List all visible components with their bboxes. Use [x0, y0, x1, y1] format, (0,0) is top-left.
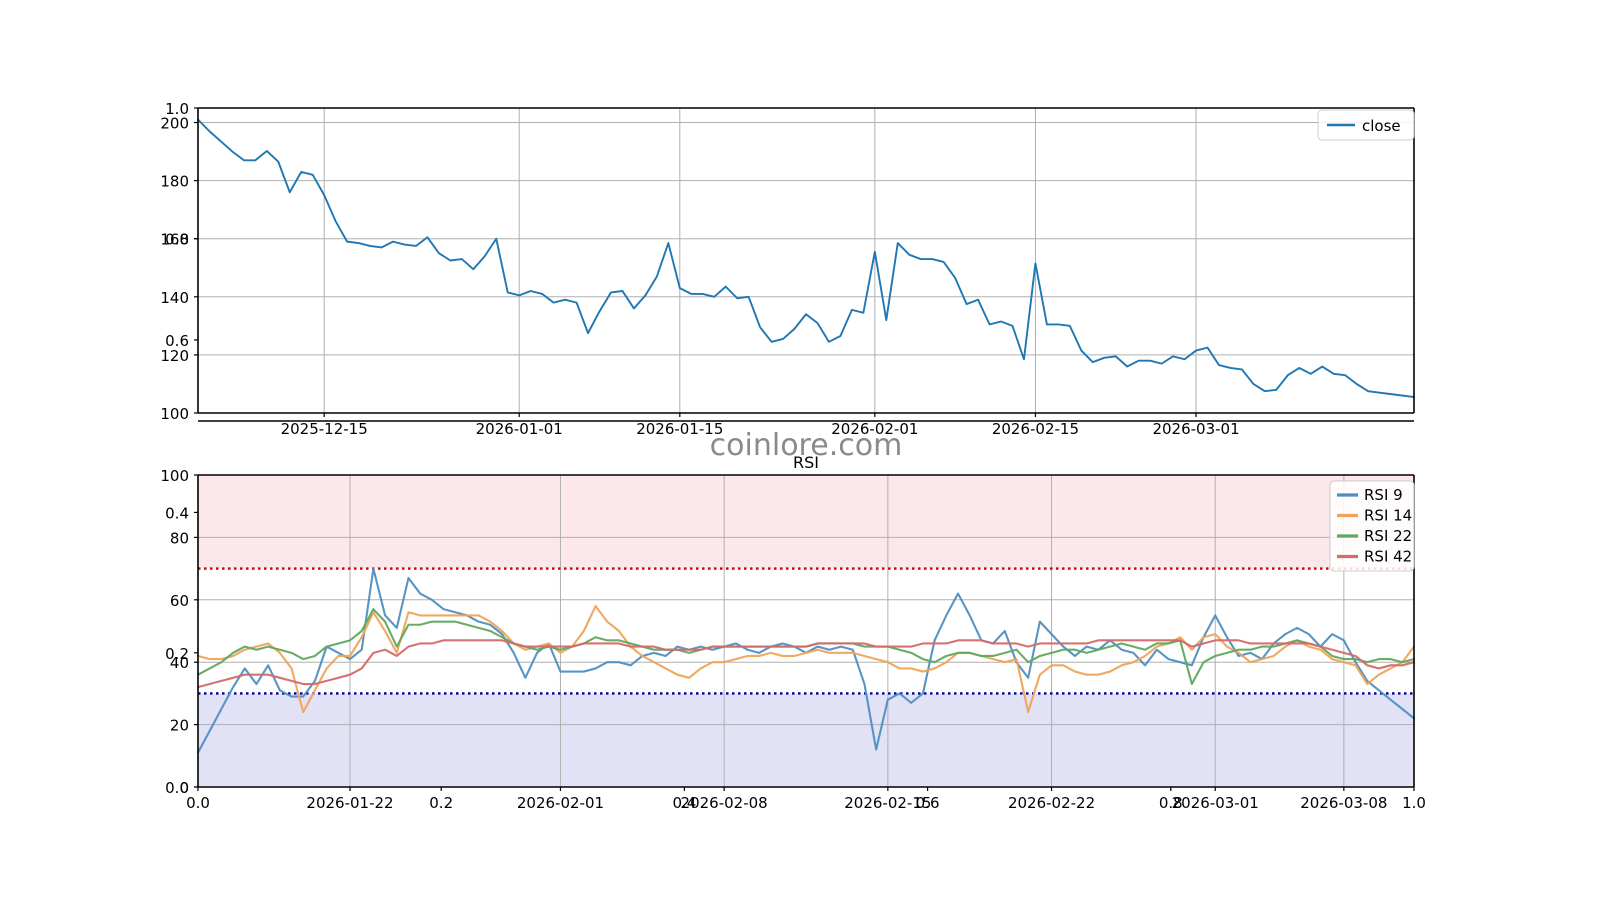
rsi-legend-label-1: RSI 14	[1364, 507, 1412, 525]
price-y-norm-tick-label: 0.8	[165, 231, 189, 249]
rsi-y-tick-label: 80	[170, 529, 189, 547]
rsi-x-norm-tick-label: 0.8	[1159, 794, 1183, 812]
rsi-title: RSI	[793, 453, 819, 472]
rsi-band	[198, 475, 1414, 569]
price-x-tick-label: 2026-02-15	[992, 420, 1079, 438]
price-x-tick-label: 2026-03-01	[1152, 420, 1239, 438]
rsi-y-tick-label: 20	[170, 717, 189, 735]
rsi-x-norm-tick-label: 0.2	[429, 794, 453, 812]
rsi-x-tick-label: 2026-02-22	[1008, 794, 1095, 812]
price-y-tick-label: 200	[160, 115, 189, 133]
rsi-y-tick-label: 0	[179, 779, 189, 797]
price-y-tick-label: 160	[160, 231, 189, 249]
price-legend[interactable]: close	[1317, 109, 1415, 141]
rsi-x-tick-label: 2026-03-08	[1300, 794, 1387, 812]
rsi-x-norm-tick-label: 1.0	[1402, 794, 1426, 812]
rsi-legend-box	[1329, 480, 1415, 572]
rsi-legend[interactable]: RSI 9 RSI 14 RSI 22 RSI 42	[1329, 480, 1415, 572]
rsi-legend-label-2: RSI 22	[1364, 527, 1412, 545]
price-y-tick-label: 180	[160, 173, 189, 191]
price-close-line	[197, 118, 1415, 398]
price-legend-label: close	[1362, 117, 1401, 135]
rsi-y-norm-tick-label: 0.4	[165, 504, 189, 522]
price-x-tick-label: 2026-02-01	[831, 420, 918, 438]
rsi-x-norm-tick-label: 0.4	[672, 794, 696, 812]
price-plot-background	[198, 108, 1414, 413]
price-y-norm-tick-label: 0.6	[165, 332, 189, 350]
rsi-x-tick-label: 2026-02-15	[844, 794, 931, 812]
watermark-text: coinlore.com	[710, 428, 903, 463]
price-y-norm-tick-label: 1.0	[165, 100, 189, 118]
rsi-x-tick-label: 2026-03-01	[1172, 794, 1259, 812]
rsi-y-norm-tick-label: 0.0	[165, 779, 189, 797]
price-x-tick-label: 2025-12-15	[281, 420, 368, 438]
rsi-legend-label-3: RSI 42	[1364, 548, 1412, 566]
rsi-y-tick-label: 100	[160, 467, 189, 485]
rsi-x-tick-label: 2026-02-08	[681, 794, 768, 812]
price-y-tick-label: 120	[160, 347, 189, 365]
rsi-y-norm-tick-label: 0.2	[165, 645, 189, 663]
rsi-x-tick-label: 2026-01-22	[306, 794, 393, 812]
rsi-band	[198, 693, 1414, 787]
rsi-y-tick-label: 40	[170, 654, 189, 672]
rsi-x-tick-label: 2026-02-01	[517, 794, 604, 812]
price-x-tick-label: 2026-01-15	[636, 420, 723, 438]
price-y-tick-label: 140	[160, 289, 189, 307]
rsi-line-3	[196, 639, 1416, 689]
rsi-legend-label-0: RSI 9	[1364, 486, 1403, 504]
rsi-panel: 100 80 60 40 20 0 0.4 0.2 0.0 2026-01-22 2026-02-0…	[160, 467, 1426, 812]
price-panel: 200 180 160 140 120 100 1.0 0.8 0.6 2025-12-15 202…	[160, 100, 1415, 438]
price-y-tick-label: 100	[160, 405, 189, 423]
price-legend-box	[1317, 109, 1415, 141]
rsi-x-norm-tick-label: 0.0	[186, 794, 210, 812]
price-x-tick-label: 2026-01-01	[476, 420, 563, 438]
rsi-y-tick-label: 60	[170, 592, 189, 610]
rsi-x-norm-tick-label: 0.6	[916, 794, 940, 812]
